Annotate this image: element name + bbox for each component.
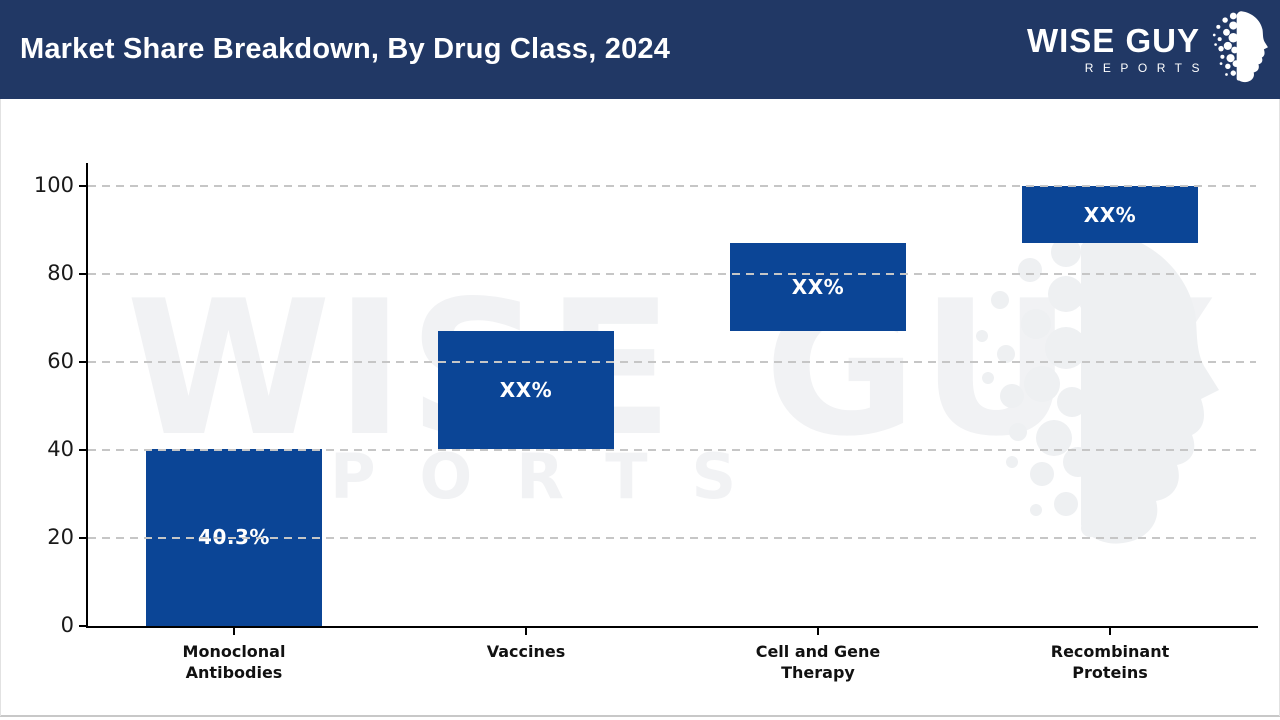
y-tick-label-80: 80 xyxy=(47,261,74,285)
page-title: Market Share Breakdown, By Drug Class, 2… xyxy=(20,33,671,65)
wiseguy-logo-text: WISE GUY REPORTS xyxy=(1027,24,1200,75)
x-tick-vaccines xyxy=(525,628,527,635)
x-tick-label-cell-and-gene-therapy: Cell and Gene Therapy xyxy=(755,642,881,683)
header-bar: Market Share Breakdown, By Drug Class, 2… xyxy=(0,0,1280,99)
gridline-20 xyxy=(88,537,1256,539)
wiseguy-logo: WISE GUY REPORTS xyxy=(1027,8,1270,92)
y-tick-label-20: 20 xyxy=(47,525,74,549)
gridline-80 xyxy=(88,273,1256,275)
y-tick-0 xyxy=(79,625,86,627)
wiseguy-head-icon xyxy=(1212,10,1268,82)
bar-label-cell-and-gene-therapy: XX% xyxy=(791,275,845,300)
left-divider xyxy=(0,99,1,716)
y-tick-label-40: 40 xyxy=(47,437,74,461)
gridline-60 xyxy=(88,361,1256,363)
y-tick-80 xyxy=(79,273,86,275)
y-tick-label-100: 100 xyxy=(33,173,74,197)
y-axis-line xyxy=(86,163,88,627)
bottom-divider xyxy=(0,715,1280,717)
bar-label-vaccines: XX% xyxy=(499,377,553,402)
bar-recombinant-proteins: XX% xyxy=(1022,186,1198,244)
y-tick-label-60: 60 xyxy=(47,349,74,373)
bar-vaccines: XX% xyxy=(438,331,614,449)
x-axis-line xyxy=(86,626,1258,628)
gridline-40 xyxy=(88,449,1256,451)
chart-plot-area: 0 20 40 60 80 100 40.3% Monoclonal Antibodies XX… xyxy=(0,99,1280,720)
y-tick-40 xyxy=(79,449,86,451)
y-tick-20 xyxy=(79,537,86,539)
gridline-100 xyxy=(88,185,1256,187)
y-tick-100 xyxy=(79,185,86,187)
bar-label-recombinant-proteins: XX% xyxy=(1083,202,1137,227)
wiseguy-logo-sub: REPORTS xyxy=(1084,61,1209,75)
bar-cell-and-gene-therapy: XX% xyxy=(730,243,906,332)
x-tick-cell-and-gene-therapy xyxy=(817,628,819,635)
x-tick-label-monoclonal-antibodies: Monoclonal Antibodies xyxy=(182,642,286,683)
y-tick-label-0: 0 xyxy=(60,613,74,637)
y-tick-60 xyxy=(79,361,86,363)
x-tick-recombinant-proteins xyxy=(1109,628,1111,635)
wiseguy-logo-name: WISE GUY xyxy=(1026,22,1200,59)
x-tick-label-vaccines: Vaccines xyxy=(486,642,566,661)
x-tick-label-recombinant-proteins: Recombinant Proteins xyxy=(1050,642,1170,683)
x-tick-monoclonal-antibodies xyxy=(233,628,235,635)
